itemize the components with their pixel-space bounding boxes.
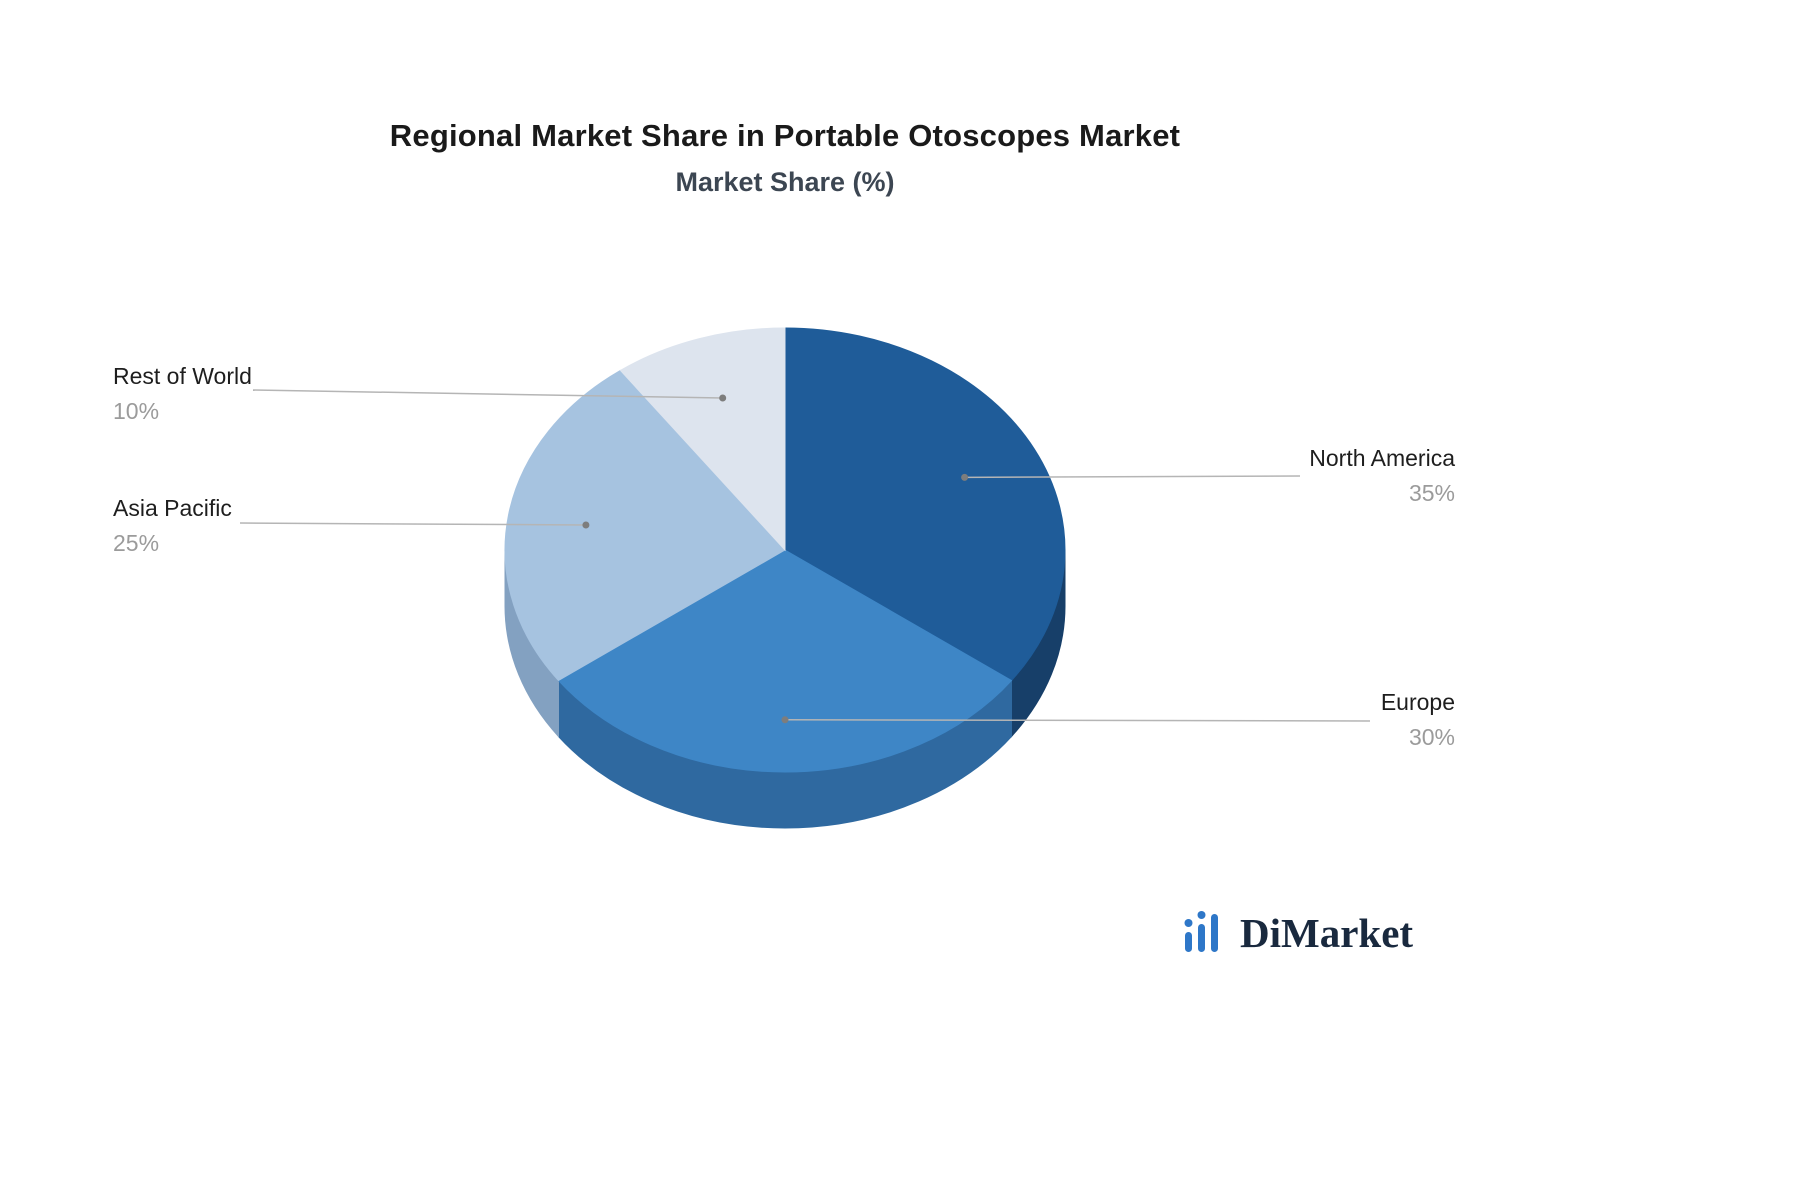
pie-slice-asia-pacific[interactable] [504, 369, 786, 682]
leader-line-north-america [964, 475, 1301, 479]
leader-dot-asia-pacific [582, 521, 590, 529]
leader-dot-europe [781, 716, 789, 724]
pie-slice-rest-of-world[interactable] [619, 327, 786, 552]
callout-asia-pacific: Asia Pacific 25% [113, 495, 232, 557]
slice-label-rest-of-world: Rest of World [113, 363, 252, 389]
dimarket-logo: DiMarket [1183, 910, 1413, 954]
callout-north-america: North America 35% [1309, 445, 1455, 507]
slice-value-rest-of-world: 10% [113, 398, 160, 424]
slice-value-asia-pacific: 25% [113, 530, 160, 556]
leader-dot-north-america [961, 473, 969, 481]
slice-label-europe: Europe [1380, 689, 1455, 715]
chart-subtitle: Market Share (%) [675, 167, 895, 197]
leader-line-asia-pacific [239, 522, 586, 526]
leader-dot-rest-of-world [719, 394, 727, 402]
chart-title: Regional Market Share in Portable Otosco… [389, 118, 1181, 153]
pie-slice-north-america[interactable] [784, 327, 1066, 682]
dimarket-logo-icon [1184, 911, 1218, 952]
slice-value-north-america: 35% [1408, 480, 1455, 506]
leader-line-rest-of-world [252, 389, 723, 399]
slice-label-asia-pacific: Asia Pacific [113, 495, 232, 521]
slice-value-europe: 30% [1408, 724, 1455, 750]
slice-label-north-america: North America [1309, 445, 1455, 471]
callout-rest-of-world: Rest of World 10% [113, 363, 252, 425]
leader-line-europe [784, 719, 1371, 722]
callout-europe: Europe 30% [1381, 689, 1455, 751]
dimarket-logo-text: DiMarket [1240, 910, 1414, 956]
